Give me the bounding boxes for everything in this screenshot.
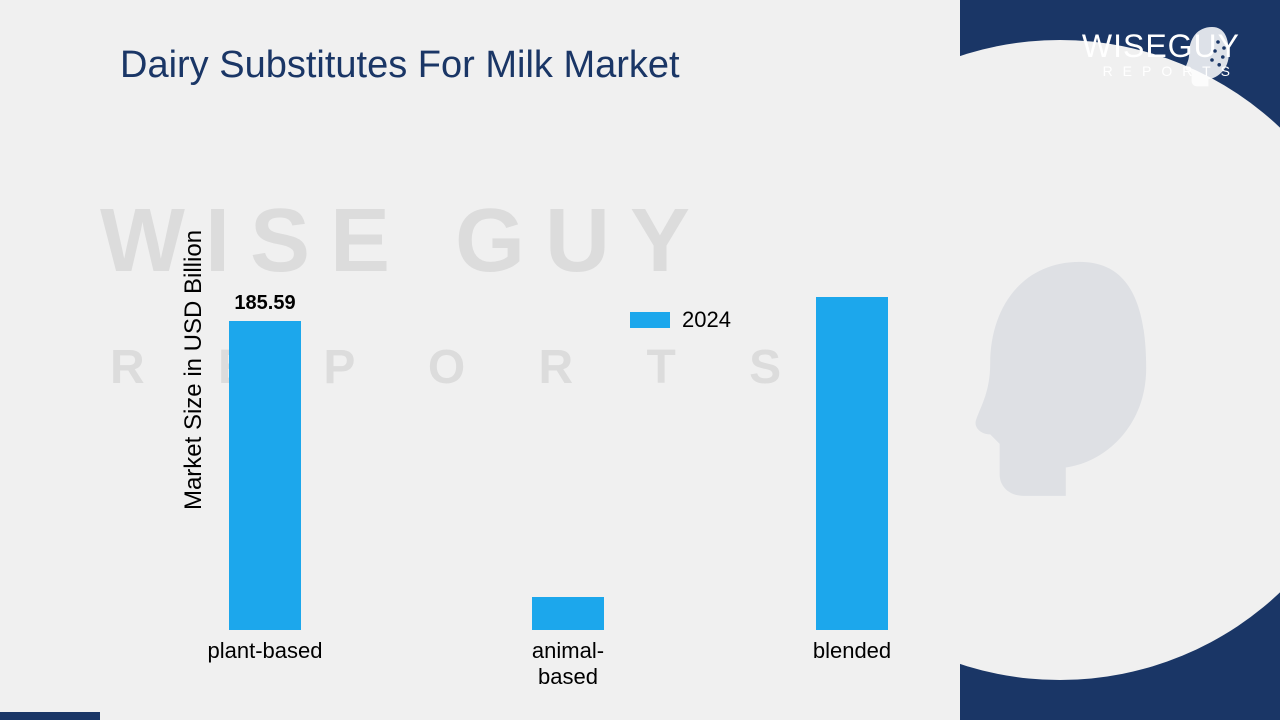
chart-title: Dairy Substitutes For Milk Market [120, 44, 680, 87]
brand-logo: WISEGUY REPORTS [1082, 28, 1240, 79]
x-axis-label: blended [772, 638, 932, 664]
bar-value-label: 185.59 [234, 292, 295, 315]
bar [816, 297, 888, 630]
x-axis-label: plant-based [185, 638, 345, 664]
bar [229, 321, 301, 630]
logo-head-icon [1182, 22, 1242, 92]
chart-stage: WISEGUY REPORTS WISE GUY R E P O R T S D… [0, 0, 1280, 720]
footer-accent-bar [0, 712, 100, 720]
bars-container: 185.59 [110, 130, 940, 630]
x-axis-label: animal-based [488, 638, 648, 690]
bar [532, 597, 604, 630]
plot-area: 185.59 [110, 130, 940, 630]
